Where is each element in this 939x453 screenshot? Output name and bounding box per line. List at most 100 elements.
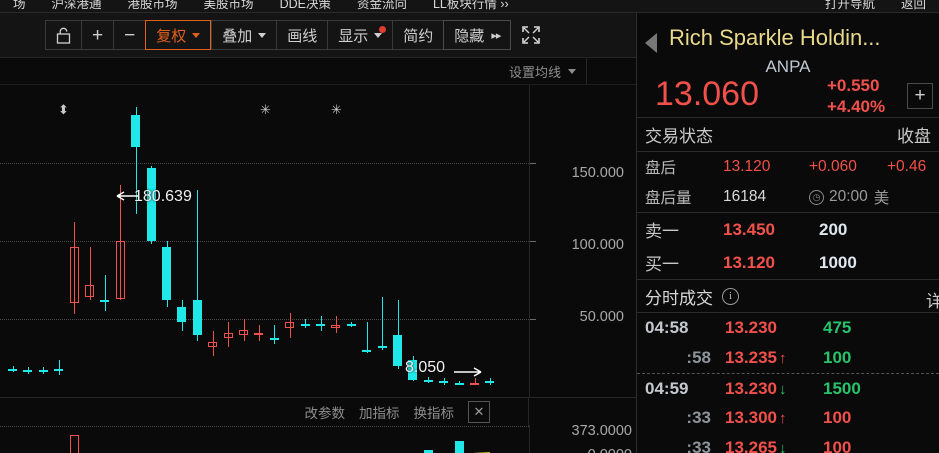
display-button[interactable]: 显示 — [327, 20, 393, 50]
ma-setting-button[interactable]: 设置均线 — [509, 58, 576, 85]
overlay-button[interactable]: 叠加 — [211, 20, 277, 50]
notification-dot-icon — [379, 26, 387, 33]
volume-ma-lines — [473, 452, 490, 453]
divider — [528, 398, 529, 426]
after-hours-volume-row: 盘后量 16184 ◷ 20:00 美 — [637, 182, 939, 212]
after-hours-row: 盘后 13.120 +0.060 +0.46 — [637, 152, 939, 182]
ask-label: 卖一 — [645, 222, 679, 241]
zoom-out-button[interactable]: − — [113, 20, 146, 50]
draw-line-button[interactable]: 画线 — [276, 20, 328, 50]
candle-wick — [135, 106, 137, 215]
menu-item-hk-connect[interactable]: 沪深港通 — [51, 0, 102, 11]
info-icon[interactable]: i — [722, 287, 739, 305]
time-sales-row[interactable]: :58 13.235 ↑ 100 — [637, 343, 939, 373]
after-hours-price: 13.120 — [723, 158, 771, 175]
last-price: 13.060 — [655, 75, 759, 113]
add-indicator-button[interactable]: 加指标 — [359, 405, 400, 421]
bid-label: 买一 — [645, 255, 679, 274]
candle-wick — [443, 378, 445, 385]
zoom-in-button[interactable]: + — [81, 20, 114, 50]
candle-wick — [489, 378, 491, 385]
fullscreen-glyph — [522, 26, 541, 44]
back-arrow-icon[interactable] — [645, 33, 657, 53]
time-sales-row[interactable]: :33 13.300 ↑ 100 — [637, 403, 939, 433]
adjust-price-button[interactable]: 复权 — [145, 20, 212, 50]
time-sales-list[interactable]: 04:58 13.230 475:58 13.235 ↑ 100 04:59 13.230 ↓ 1… — [637, 313, 939, 453]
candle-body — [377, 345, 387, 348]
candle-body — [408, 359, 418, 380]
after-hours-volume-value: 16184 — [723, 188, 767, 205]
market-label: 美 — [873, 190, 890, 207]
candle-body — [331, 325, 341, 329]
trade-volume: 475 — [823, 318, 852, 337]
ask-price: 13.450 — [723, 219, 775, 239]
ma-setting-label: 设置均线 — [508, 65, 561, 80]
chart-toolbar: + − 复权 叠加 画线 显示 简约 — [0, 13, 636, 58]
fullscreen-icon[interactable] — [511, 20, 552, 50]
trade-price: 13.235 ↑ — [725, 348, 787, 367]
quote-panel: Rich Sparkle Holdin... ANPA 13.060 +0.55… — [636, 13, 939, 453]
time-sales-header: 分时成交 i 详 — [637, 279, 939, 313]
after-hours-change-percent: +0.46 — [887, 158, 927, 175]
menu-item-back[interactable]: 返回 — [900, 0, 926, 11]
time-sales-row[interactable]: 04:59 13.230 ↓ 1500 — [637, 373, 939, 403]
trade-price: 13.230 ↓ — [725, 378, 787, 398]
menu-item-fund-flow[interactable]: 资金流向 — [356, 0, 407, 11]
price-chart[interactable]: ⬍ ✳ ✳ 180.639 8.050 — [0, 85, 636, 397]
y-tick-label: 150.000 — [571, 165, 624, 181]
candle-body — [100, 300, 110, 303]
chevron-down-icon — [192, 32, 201, 38]
menu-item-hk-market[interactable]: 港股市场 — [127, 0, 178, 11]
low-annotation-arrow-icon — [454, 367, 482, 377]
after-hours-time: 20:00 — [829, 188, 868, 205]
time-sales-row[interactable]: 04:58 13.230 475 — [637, 313, 939, 343]
volume-axis: 373.0000 0.0000 — [529, 423, 636, 453]
arrow-down-icon: ↓ — [779, 380, 787, 398]
trade-price: 13.265 ↓ — [725, 438, 823, 453]
chart-pane: + − 复权 叠加 画线 显示 简约 — [0, 13, 636, 453]
gridline — [0, 319, 529, 320]
high-annotation-arrow-icon — [116, 191, 138, 201]
change-params-button[interactable]: 改参数 — [304, 405, 346, 421]
gridline — [0, 163, 529, 164]
candle-wick — [459, 381, 461, 385]
trade-time: :33 — [686, 408, 711, 427]
time-sales-more-link[interactable]: 详 — [926, 287, 939, 312]
candle-body — [54, 368, 64, 371]
lock-glyph — [56, 27, 71, 44]
menu-item-sector-quotes[interactable]: LL板块行情 ›› — [432, 0, 509, 11]
candle-body — [115, 241, 125, 299]
candle-body — [439, 381, 449, 384]
chevron-down-icon — [374, 32, 383, 38]
time-sales-row[interactable]: :33 13.265 ↓ 100 — [637, 433, 939, 453]
adjust-price-label: 复权 — [156, 27, 187, 45]
close-indicator-icon[interactable]: ✕ — [468, 400, 490, 423]
y-tick-label: 50.000 — [579, 309, 624, 325]
menu-item-us-market[interactable]: 美股市场 — [203, 0, 254, 11]
lock-icon[interactable] — [45, 20, 81, 50]
hide-panel-button[interactable]: 隐藏 ▸▸ — [443, 20, 512, 50]
ma-setting-bar: 设置均线 — [0, 58, 636, 85]
candle-body — [239, 329, 248, 335]
top-menu-bar[interactable]: 场 沪深港通 港股市场 美股市场 DDE决策 资金流向 LL板块行情 ›› 打开… — [0, 0, 939, 13]
volume-tick-label: 373.0000 — [571, 423, 632, 439]
switch-indicator-button[interactable]: 换指标 — [413, 405, 455, 421]
trade-time: 04:59 — [645, 378, 689, 398]
low-price-annotation: 8.050 — [405, 359, 446, 376]
menu-item-dde[interactable]: DDE决策 — [279, 0, 331, 11]
ask-row: 卖一 13.450 200 — [637, 213, 939, 246]
volume-tick-label: 0.0000 — [588, 447, 632, 453]
menu-item-open-nav[interactable]: 打开导航 — [824, 0, 875, 11]
candle-body — [316, 323, 325, 326]
dividend-marker-icon: ✳ — [260, 102, 271, 117]
add-to-watchlist-button[interactable]: + — [907, 83, 933, 109]
candle-body — [454, 382, 464, 385]
candle-wick — [197, 189, 199, 341]
chevron-down-icon — [568, 69, 576, 74]
bid-row: 买一 13.120 1000 — [637, 246, 939, 279]
menu-item-market[interactable]: 场 — [13, 0, 26, 11]
candle-body — [470, 382, 479, 385]
simple-mode-button[interactable]: 简约 — [392, 20, 444, 50]
trading-status-row: 交易状态 收盘 — [637, 118, 939, 152]
